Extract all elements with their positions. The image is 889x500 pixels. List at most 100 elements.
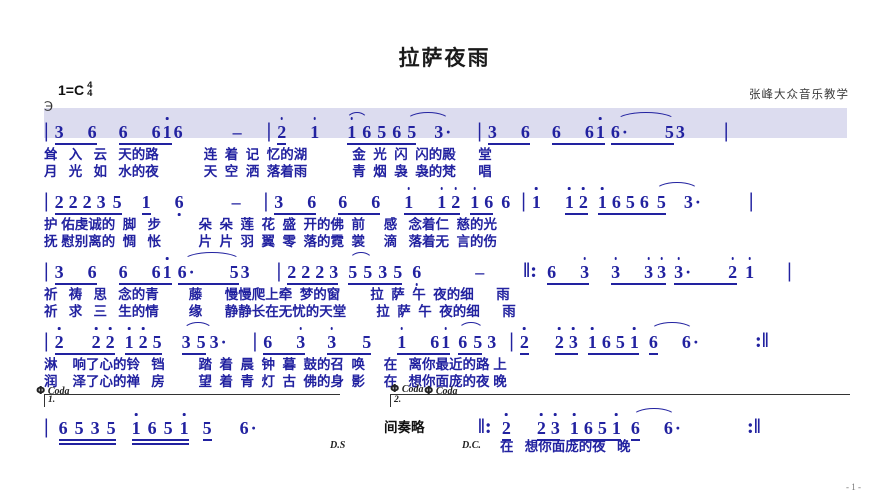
- coda-mark-middle: Φ Coda: [424, 384, 458, 397]
- note: 6: [263, 332, 273, 352]
- note: 3: [657, 262, 667, 282]
- note: 6: [151, 122, 161, 142]
- key-signature-text: 1=C: [58, 82, 85, 99]
- augmentation-dot: ·: [674, 418, 681, 438]
- note: 5: [152, 332, 162, 352]
- note: 6: [147, 418, 157, 438]
- note: 5: [656, 192, 666, 212]
- note: 6: [551, 122, 561, 142]
- beam-group: 2: [519, 333, 530, 355]
- note: 3: [487, 122, 497, 142]
- lyric-line-verse2: 月 光 如 水的夜 天 空 洒 落着雨 青 烟 袅 袅的梵 唱: [44, 164, 492, 179]
- note: 3: [675, 122, 685, 142]
- barline: |: [263, 188, 269, 212]
- beam-group: 6 · 5: [610, 112, 676, 145]
- ending2-lyrics: 在 想你面庞的夜 晚: [500, 439, 631, 454]
- note: 5: [363, 262, 373, 282]
- note: 1: [162, 262, 172, 282]
- volta-label-2: 2.: [394, 395, 402, 405]
- volta-label-1: 1.: [48, 395, 56, 405]
- coda-label: Coda: [47, 386, 70, 397]
- tie-icon: [631, 408, 676, 417]
- lyric-line-verse1: 耸 入 云 天的路 连 着 记 忆的湖 金 光 闪 闪的殿 堂: [44, 147, 492, 162]
- coda-icon: Φ: [36, 384, 46, 397]
- repeat-start-barline: ‖:: [478, 414, 492, 438]
- note: 5: [473, 332, 483, 352]
- note: 6: [547, 262, 557, 282]
- note: 2: [68, 192, 78, 212]
- augmentation-dot: ·: [692, 332, 699, 352]
- note: 1: [397, 332, 407, 352]
- note: 2: [277, 122, 287, 142]
- note: 1: [531, 192, 541, 212]
- note: 1: [141, 192, 151, 212]
- note: 1: [587, 332, 597, 352]
- note: 2: [54, 332, 64, 352]
- note: 1: [162, 122, 172, 142]
- note: 6: [630, 418, 640, 438]
- beam-group: 1: [141, 192, 152, 215]
- note: 6: [371, 192, 381, 212]
- note: 6: [174, 192, 184, 212]
- barline: |: [266, 118, 272, 142]
- note: 6: [458, 332, 468, 352]
- coda-mark-ending: Φ Coda: [390, 382, 424, 395]
- note: 6: [173, 122, 183, 142]
- note: 6: [177, 262, 187, 282]
- augmentation-dot: ·: [685, 262, 692, 282]
- note: 6: [118, 122, 128, 142]
- tie-icon: [182, 252, 241, 261]
- credit-text: 张峰大众音乐教学: [749, 89, 849, 101]
- barline: |: [723, 118, 729, 142]
- note: 2: [105, 332, 115, 352]
- note: 3: [54, 122, 64, 142]
- lyric-line-verse1: 祈 祷 思 念的青 藤 慢慢爬上牵 梦的窗 拉 萨 午 夜的细 雨: [44, 287, 510, 302]
- note: 2: [536, 418, 546, 438]
- note: 6: [412, 262, 422, 282]
- note: 6: [610, 122, 620, 142]
- sustain-dash: –: [231, 192, 241, 212]
- tie-icon: [649, 322, 694, 331]
- note: 3: [378, 262, 388, 282]
- note: 6: [484, 192, 494, 212]
- note: 1: [564, 192, 574, 212]
- note: 6: [520, 122, 530, 142]
- note: 3: [96, 192, 106, 212]
- augmentation-dot: ·: [220, 332, 227, 352]
- note: 6: [430, 332, 440, 352]
- coda-mark-left: Φ Coda: [36, 384, 70, 397]
- note: 6: [362, 122, 372, 142]
- note: 3: [296, 332, 306, 352]
- system-1-lyrics: 耸 入 云 天的路 连 着 记 忆的湖 金 光 闪 闪的殿 堂 月 光 如 水的…: [44, 146, 867, 180]
- tie-icon: [654, 182, 699, 191]
- barline: |: [748, 188, 754, 212]
- note: 5: [348, 262, 358, 282]
- note: 6: [392, 122, 402, 142]
- note: 5: [625, 192, 635, 212]
- note: 6: [583, 418, 593, 438]
- note: 6: [639, 192, 649, 212]
- note: 5: [377, 122, 387, 142]
- note: 2: [578, 192, 588, 212]
- ds-mark: D.S: [330, 440, 346, 451]
- note: 6: [118, 262, 128, 282]
